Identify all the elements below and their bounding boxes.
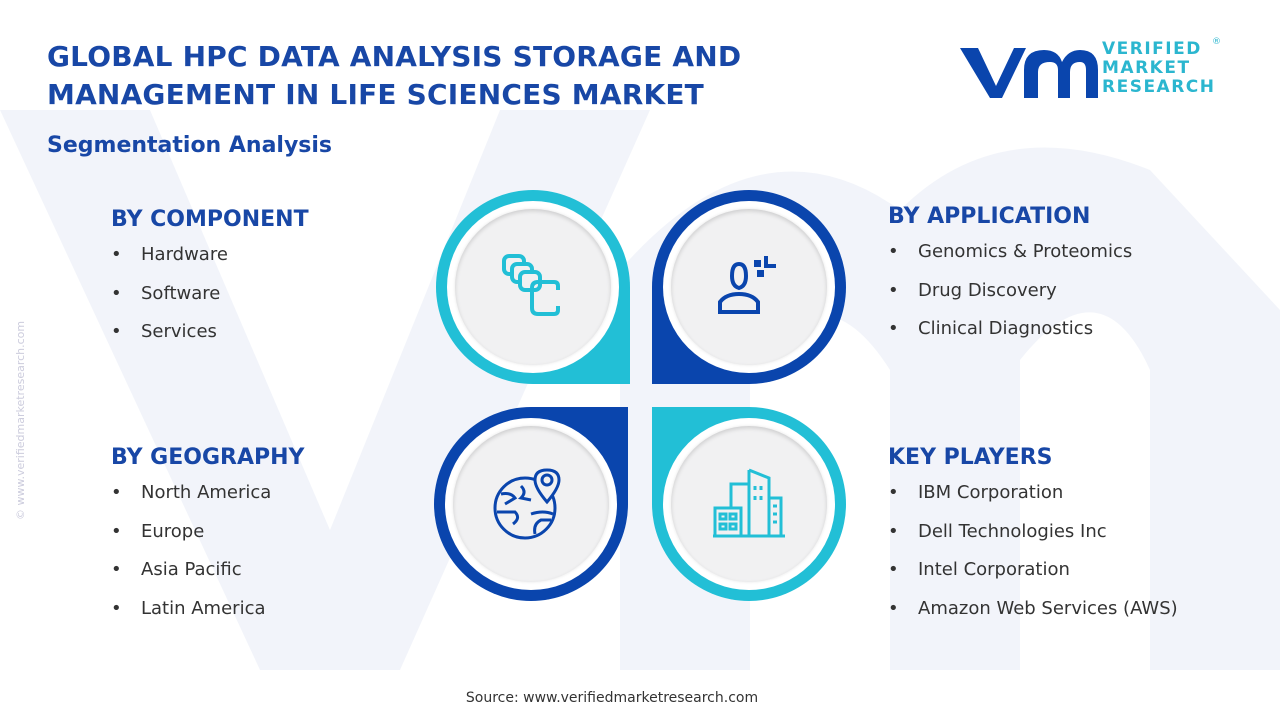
stacked-cards-icon bbox=[502, 254, 560, 316]
section-title: KEY PLAYERS bbox=[888, 445, 1053, 470]
user-analysis-icon bbox=[718, 256, 776, 314]
list-item: • Genomics & Proteomics bbox=[888, 241, 1133, 262]
list-item: • North America bbox=[111, 482, 272, 503]
section-title: BY GEOGRAPHY bbox=[111, 445, 305, 470]
registered-mark: ® bbox=[1212, 37, 1221, 47]
source-footer: Source: www.verifiedmarketresearch.com bbox=[465, 690, 759, 706]
key-players-badge bbox=[652, 407, 846, 601]
list-item: • Latin America bbox=[111, 597, 266, 619]
list-item: • Drug Discovery bbox=[888, 279, 1057, 301]
section-by-geography: BY GEOGRAPHY • North America • Europe • Asi… bbox=[111, 445, 304, 636]
page-title: GLOBAL HPC DATA ANALYSIS STORAGE AND MANA… bbox=[47, 40, 742, 111]
side-watermark: © www.verifiedmarketresearch.com bbox=[14, 320, 27, 520]
globe-location-icon bbox=[493, 468, 561, 540]
list-item: • Dell Technologies Inc bbox=[888, 520, 1107, 542]
section-key-players: KEY PLAYERS • IBM Corporation • Dell Techn… bbox=[888, 445, 1178, 636]
list-item: • Services bbox=[111, 321, 217, 342]
section-title: BY COMPONENT bbox=[111, 207, 309, 232]
list-item: • IBM Corporation bbox=[888, 482, 1064, 503]
list-item: • Intel Corporation bbox=[888, 559, 1070, 580]
list-item: • Amazon Web Services (AWS) bbox=[888, 597, 1178, 619]
geography-badge bbox=[434, 407, 628, 601]
component-badge bbox=[436, 190, 630, 384]
list-item: • Clinical Diagnostics bbox=[888, 318, 1094, 339]
section-title: BY APPLICATION bbox=[888, 204, 1091, 229]
list-item: • Europe bbox=[111, 520, 205, 542]
list-item: • Software bbox=[111, 282, 221, 304]
logo-text: VERIFIED MARKET RESEARCH bbox=[1102, 39, 1216, 97]
section-by-component: BY COMPONENT • Hardware • Software • Servic… bbox=[111, 207, 309, 360]
vmr-logo bbox=[960, 48, 1098, 98]
page-subtitle: Segmentation Analysis bbox=[47, 133, 333, 158]
background-watermark-logo bbox=[0, 110, 1280, 670]
buildings-icon bbox=[713, 468, 785, 538]
application-badge bbox=[652, 190, 846, 384]
section-by-application: BY APPLICATION • Genomics & Proteomics • D… bbox=[888, 204, 1132, 357]
list-item: • Hardware bbox=[111, 244, 228, 265]
list-item: • Asia Pacific bbox=[111, 559, 242, 580]
